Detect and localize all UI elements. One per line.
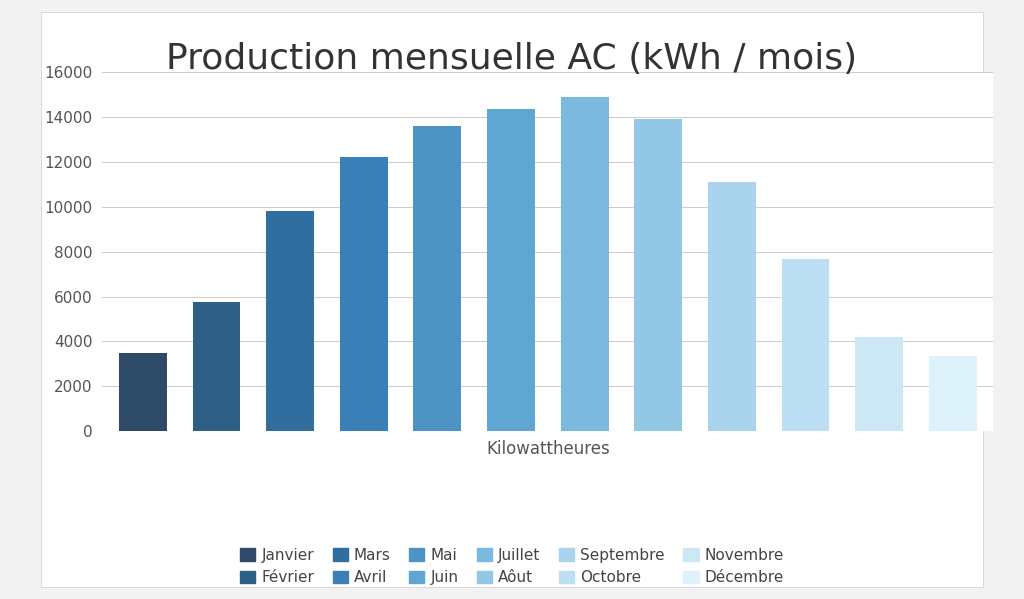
Bar: [708, 182, 756, 431]
Bar: [266, 211, 314, 431]
Bar: [929, 356, 977, 431]
Bar: [855, 337, 903, 431]
Bar: [340, 157, 388, 431]
Bar: [487, 109, 535, 431]
Text: Production mensuelle AC (kWh / mois): Production mensuelle AC (kWh / mois): [167, 42, 857, 76]
Bar: [119, 353, 167, 431]
Bar: [193, 302, 241, 431]
Legend: Janvier, Février, Mars, Avril, Mai, Juin, Juillet, Aôut, Septembre, Octobre, Nov: Janvier, Février, Mars, Avril, Mai, Juin…: [233, 541, 791, 591]
Bar: [561, 96, 608, 431]
Bar: [414, 126, 462, 431]
Bar: [634, 119, 682, 431]
X-axis label: Kilowattheures: Kilowattheures: [486, 440, 609, 458]
Bar: [781, 259, 829, 431]
